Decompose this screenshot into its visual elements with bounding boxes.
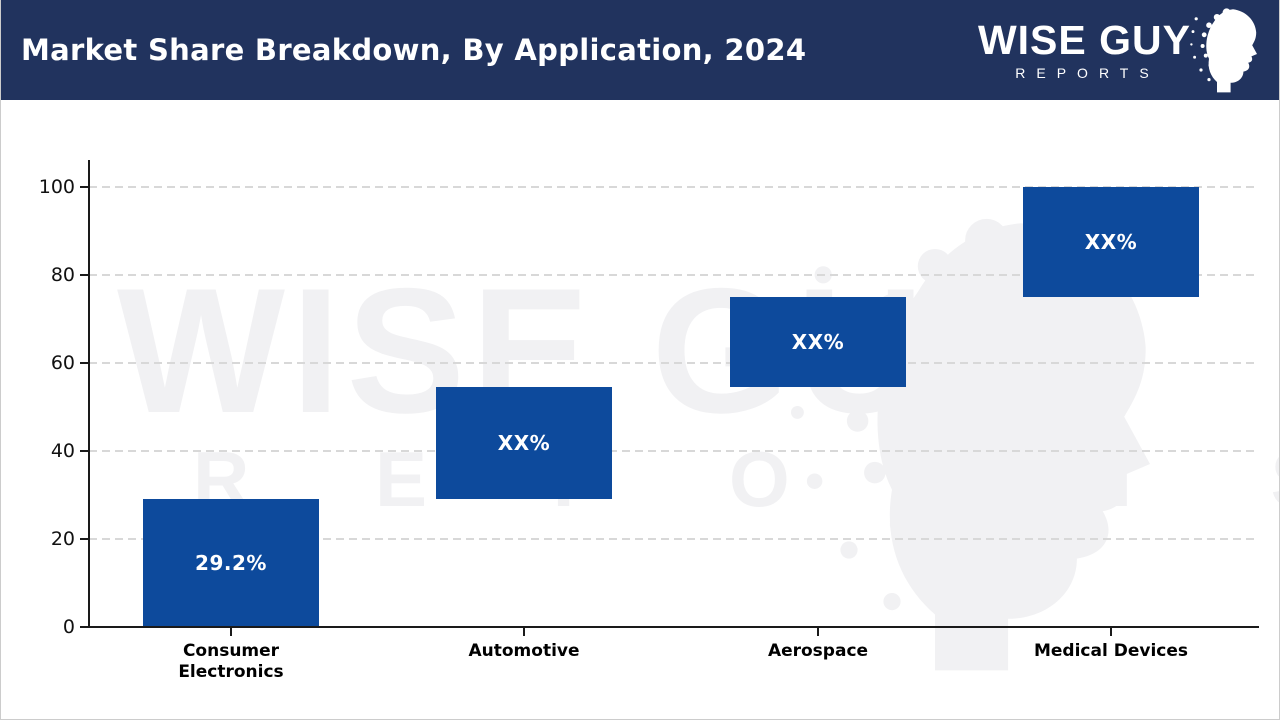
header-bar: Market Share Breakdown, By Application, … — [1, 0, 1279, 100]
face-profile-dots-icon — [1190, 8, 1257, 93]
bar-value-label: XX% — [497, 430, 551, 455]
bar-value-label: XX% — [1084, 230, 1138, 254]
x-tick-mark — [230, 628, 232, 636]
gridline-y-80 — [89, 274, 1259, 276]
chart-title: Market Share Breakdown, By Application, … — [21, 33, 807, 67]
wise-guy-reports-logo: WISE GUY REPORTS — [978, 6, 1265, 94]
x-axis-label-medical-devices: Medical Devices — [1033, 641, 1188, 661]
y-tick-mark — [80, 186, 88, 188]
gridline-y-60 — [89, 362, 1259, 364]
y-tick-label: 20 — [50, 528, 75, 550]
bar-value-label: XX% — [791, 330, 845, 355]
x-tick-mark — [817, 628, 819, 636]
y-tick-label: 60 — [50, 352, 75, 374]
y-tick-mark — [80, 538, 88, 540]
x-axis-label-aerospace: Aerospace — [767, 641, 869, 661]
x-tick-mark — [523, 628, 525, 636]
bar-automotive: XX% — [436, 387, 612, 499]
y-tick-mark — [80, 362, 88, 364]
y-axis-line — [88, 160, 90, 628]
gridline-y-20 — [89, 538, 1259, 540]
bar-value-label: 29.2% — [195, 550, 267, 575]
y-tick-label: 100 — [38, 176, 75, 198]
bar-consumer-electronics: 29.2% — [143, 498, 319, 627]
bar-aerospace: XX% — [730, 297, 906, 388]
x-axis-label-automotive: Automotive — [468, 641, 580, 661]
gridline-y-100 — [89, 186, 1259, 188]
y-tick-label: 80 — [50, 264, 75, 286]
logo-text: WISE GUY REPORTS — [977, 16, 1191, 81]
x-axis-label-consumer-electronics: Consumer Electronics — [178, 641, 284, 682]
y-tick-label: 40 — [50, 440, 75, 462]
y-tick-label: 0 — [62, 616, 75, 638]
x-tick-mark — [1110, 628, 1112, 636]
y-tick-mark — [80, 274, 88, 276]
y-tick-mark — [80, 626, 88, 628]
gridline-y-40 — [89, 450, 1259, 452]
y-tick-mark — [80, 450, 88, 452]
x-axis-line — [88, 626, 1259, 628]
bar-medical-devices: XX% — [1023, 187, 1199, 297]
logo-primary-text: WISE GUY — [977, 16, 1191, 63]
logo-secondary-text: REPORTS — [1015, 64, 1160, 81]
